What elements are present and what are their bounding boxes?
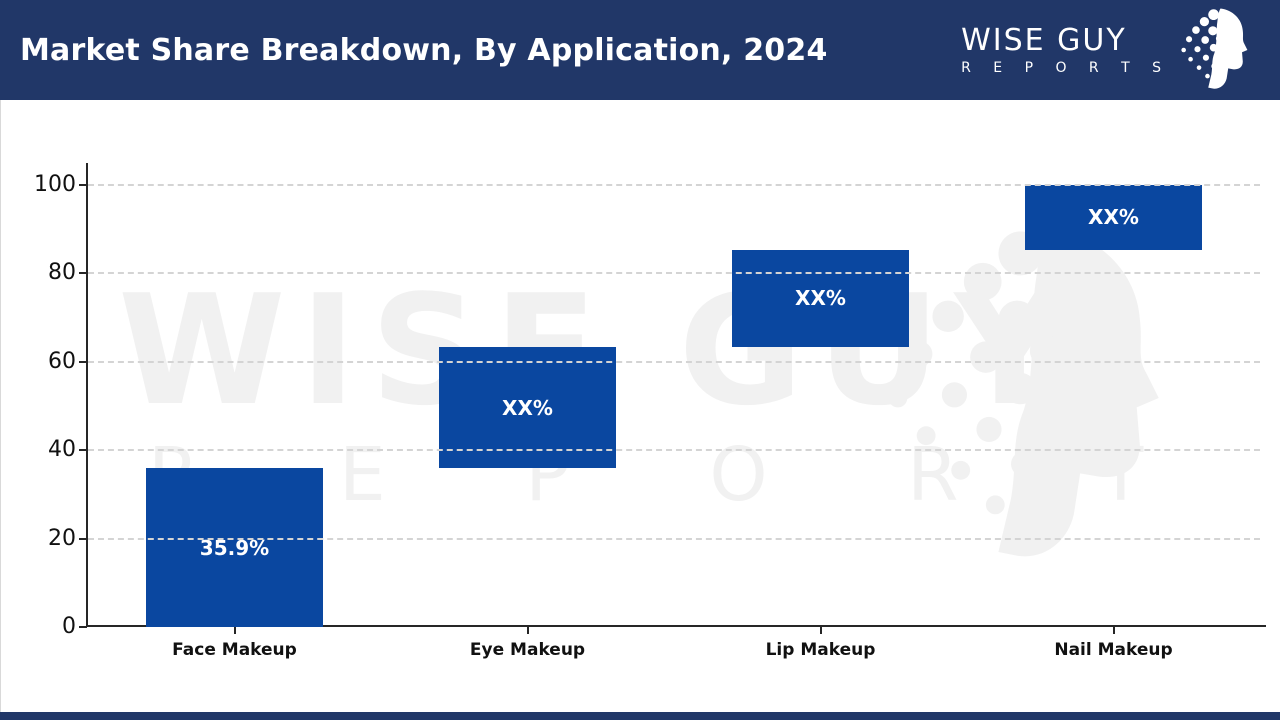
gridline-20 [88, 537, 1260, 540]
y-tick-label-20: 20 [48, 525, 76, 551]
x-tick-mark-eye-makeup [526, 627, 529, 634]
x-tick-mark-nail-makeup [1112, 627, 1115, 634]
x-tick-label-face-makeup: Face Makeup [172, 640, 297, 660]
y-tick-mark [79, 360, 87, 363]
footer-bar [0, 712, 1280, 720]
header-bar: Market Share Breakdown, By Application, … [0, 0, 1280, 100]
bar-nail-makeup: XX% [1025, 185, 1202, 250]
logo-text: WISE GUY R E P O R T S [961, 22, 1170, 76]
x-tick-label-eye-makeup: Eye Makeup [469, 640, 586, 660]
logo-dotted-head-icon [1181, 8, 1248, 89]
y-tick-label-100: 100 [34, 172, 76, 197]
y-tick-label-80: 80 [48, 260, 76, 286]
gridline-100 [88, 184, 1260, 186]
bar-value-label-eye-makeup: XX% [502, 395, 553, 420]
gridline-80 [88, 272, 1260, 275]
y-tick-mark [79, 184, 87, 186]
wise-guy-reports-logo: WISE GUY R E P O R T S [961, 7, 1254, 93]
x-tick-label-nail-makeup: Nail Makeup [1054, 640, 1173, 660]
x-tick-mark-lip-makeup [819, 627, 822, 634]
x-tick-label-lip-makeup: Lip Makeup [765, 640, 876, 660]
bar-value-label-face-makeup: 35.9% [199, 535, 270, 560]
y-tick-label-60: 60 [48, 348, 76, 374]
logo-wise-guy-label: WISE GUY [961, 22, 1127, 58]
y-tick-mark [79, 272, 87, 275]
bar-eye-makeup: XX% [439, 346, 616, 469]
x-tick-mark-face-makeup [233, 627, 236, 634]
y-tick-label-40: 40 [48, 437, 76, 463]
bar-face-makeup: 35.9% [146, 468, 323, 627]
logo-reports-label: R E P O R T S [961, 59, 1170, 76]
y-tick-label-0: 0 [62, 614, 76, 639]
bar-value-label-nail-makeup: XX% [1088, 205, 1139, 230]
x-axis-spine [86, 625, 1266, 627]
bar-value-label-lip-makeup: XX% [795, 286, 846, 311]
page-left-border [0, 100, 1, 712]
y-axis-spine [86, 163, 88, 627]
y-tick-mark [79, 449, 87, 452]
gridline-60 [88, 360, 1260, 363]
gridline-40 [88, 449, 1260, 452]
bar-lip-makeup: XX% [732, 249, 909, 347]
y-tick-mark [79, 537, 87, 540]
page-title: Market Share Breakdown, By Application, … [20, 32, 828, 68]
y-tick-mark [79, 626, 87, 628]
